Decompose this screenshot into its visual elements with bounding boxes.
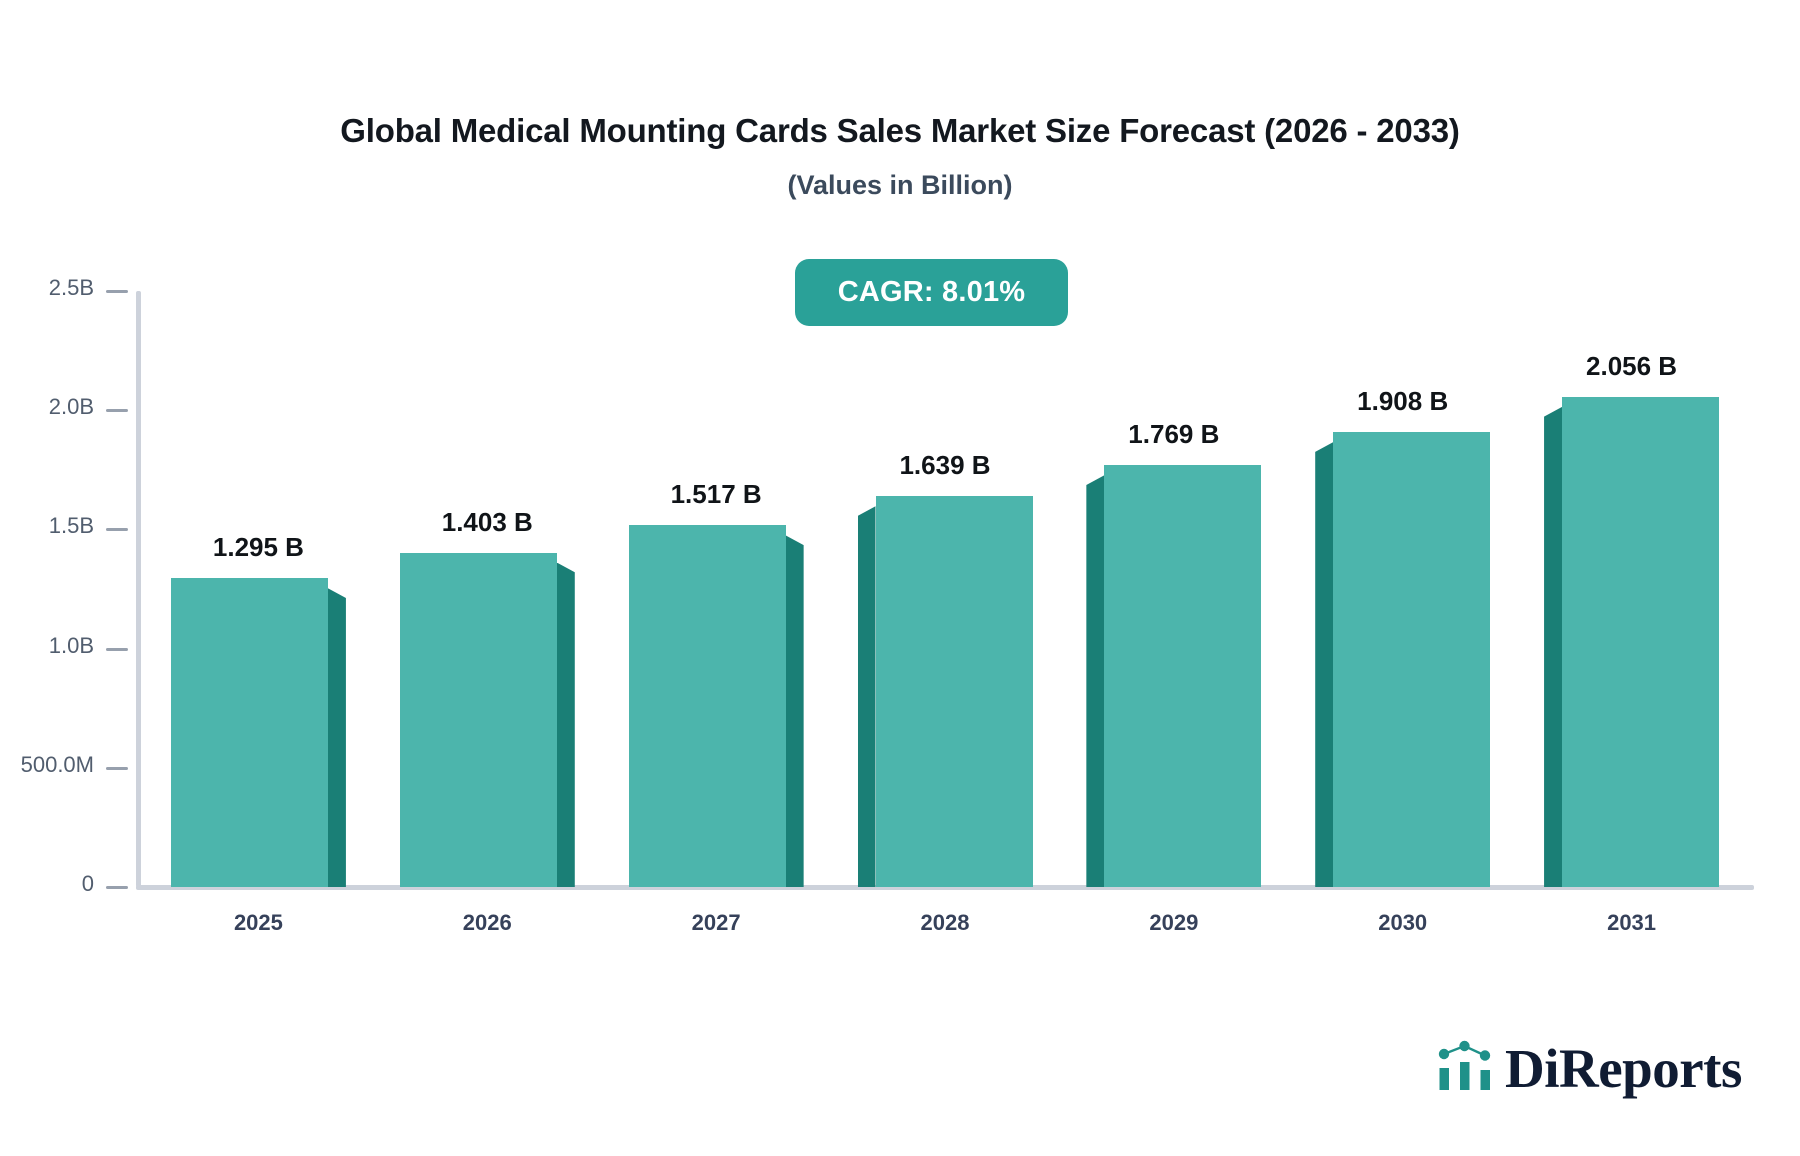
bar-column: 1.769 B xyxy=(1086,419,1262,887)
bar-chart-icon xyxy=(1437,1040,1495,1097)
y-axis-tick-mark xyxy=(106,886,128,889)
bar-value-label: 1.517 B xyxy=(670,479,762,510)
bar-face xyxy=(170,578,328,887)
bar-value-label: 2.056 B xyxy=(1586,350,1678,381)
bar-value-label: 1.908 B xyxy=(1357,386,1449,417)
cagr-badge-label: CAGR: 8.01% xyxy=(837,276,1026,308)
bar-3d-side xyxy=(1315,442,1334,887)
page-subtitle: (Values in Billion) xyxy=(787,170,1013,200)
bar-3d-side xyxy=(1086,475,1105,887)
bar-3d-side xyxy=(1544,406,1563,887)
y-axis-tick-mark xyxy=(106,528,128,532)
y-axis-tick-label: 2.5B xyxy=(48,275,94,300)
bar-column: 1.908 B xyxy=(1315,386,1491,887)
y-axis-tick-mark xyxy=(106,409,128,413)
y-axis-line xyxy=(136,291,141,887)
page-title: Global Medical Mounting Cards Sales Mark… xyxy=(340,112,1460,149)
cagr-badge: CAGR: 8.01% xyxy=(795,259,1068,326)
y-axis-tick-label: 0 xyxy=(81,871,94,896)
bar-value-label: 1.639 B xyxy=(899,450,991,481)
bar-face xyxy=(1104,465,1262,887)
bar-3d-side xyxy=(327,588,346,887)
y-axis-tick-label: 1.0B xyxy=(48,632,94,658)
bar-column: 1.295 B xyxy=(170,532,346,887)
y-axis-tick-mark xyxy=(106,290,128,293)
bar-face xyxy=(628,525,786,887)
x-axis-label: 2031 xyxy=(1607,910,1657,935)
y-axis-tick-label: 500.0M xyxy=(20,751,94,777)
bar-value-label: 1.403 B xyxy=(441,506,533,537)
bar-column: 1.517 B xyxy=(628,479,804,887)
bar-3d-side xyxy=(857,506,876,887)
x-axis-label: 2029 xyxy=(1149,910,1199,935)
bar-value-label: 1.769 B xyxy=(1128,419,1220,450)
bar-3d-side xyxy=(785,535,804,887)
x-axis-label: 2028 xyxy=(920,910,970,935)
bar-column: 1.403 B xyxy=(399,507,575,887)
bar-3d-side xyxy=(556,562,575,887)
bar-face xyxy=(875,496,1033,887)
x-axis-label: 2030 xyxy=(1378,910,1428,935)
x-axis-label: 2027 xyxy=(691,910,741,935)
bar-face xyxy=(1562,396,1720,887)
direports-logo: DiReports xyxy=(1437,1040,1742,1097)
x-axis-label: 2026 xyxy=(462,910,512,935)
bar-column: 1.639 B xyxy=(857,450,1033,887)
y-axis-tick-mark xyxy=(106,766,128,770)
bar-face xyxy=(1333,432,1491,887)
brand-name: DiReports xyxy=(1505,1038,1742,1099)
y-axis-tick-mark xyxy=(106,647,128,651)
y-axis-tick-label: 1.5B xyxy=(48,513,94,539)
bar-column: 2.056 B xyxy=(1544,351,1720,887)
y-axis-tick-label: 2.0B xyxy=(48,394,94,420)
x-axis-label: 2025 xyxy=(233,910,283,935)
x-axis-line xyxy=(136,885,1754,890)
bar-value-label: 1.295 B xyxy=(212,532,304,563)
bar-face xyxy=(399,552,557,887)
